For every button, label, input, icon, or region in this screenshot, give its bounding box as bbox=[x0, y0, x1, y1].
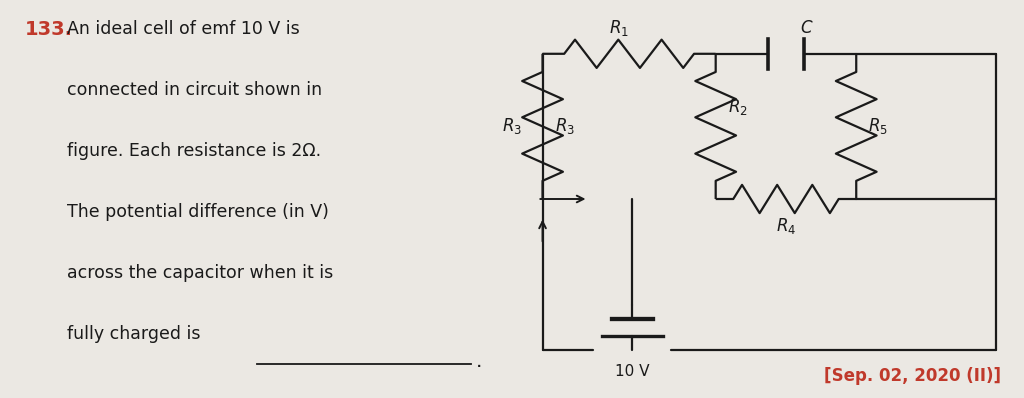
Text: $R_1$: $R_1$ bbox=[609, 18, 629, 38]
Text: fully charged is: fully charged is bbox=[67, 325, 201, 343]
Text: figure. Each resistance is 2Ω.: figure. Each resistance is 2Ω. bbox=[67, 142, 322, 160]
Text: .: . bbox=[476, 352, 482, 371]
Text: $R_3$: $R_3$ bbox=[502, 116, 522, 137]
Text: $C$: $C$ bbox=[800, 19, 813, 37]
Text: The potential difference (in V): The potential difference (in V) bbox=[67, 203, 329, 221]
Text: 10 V: 10 V bbox=[615, 364, 649, 379]
Text: connected in circuit shown in: connected in circuit shown in bbox=[67, 81, 323, 99]
Text: $R_5$: $R_5$ bbox=[868, 116, 889, 137]
Text: $R_4$: $R_4$ bbox=[776, 217, 796, 236]
Text: $R_2$: $R_2$ bbox=[728, 97, 748, 117]
Text: 133.: 133. bbox=[26, 20, 73, 39]
Text: $R_3$: $R_3$ bbox=[555, 116, 574, 137]
Text: across the capacitor when it is: across the capacitor when it is bbox=[67, 264, 333, 282]
Text: [Sep. 02, 2020 (II)]: [Sep. 02, 2020 (II)] bbox=[824, 367, 1000, 385]
Text: An ideal cell of emf 10 V is: An ideal cell of emf 10 V is bbox=[67, 20, 300, 39]
